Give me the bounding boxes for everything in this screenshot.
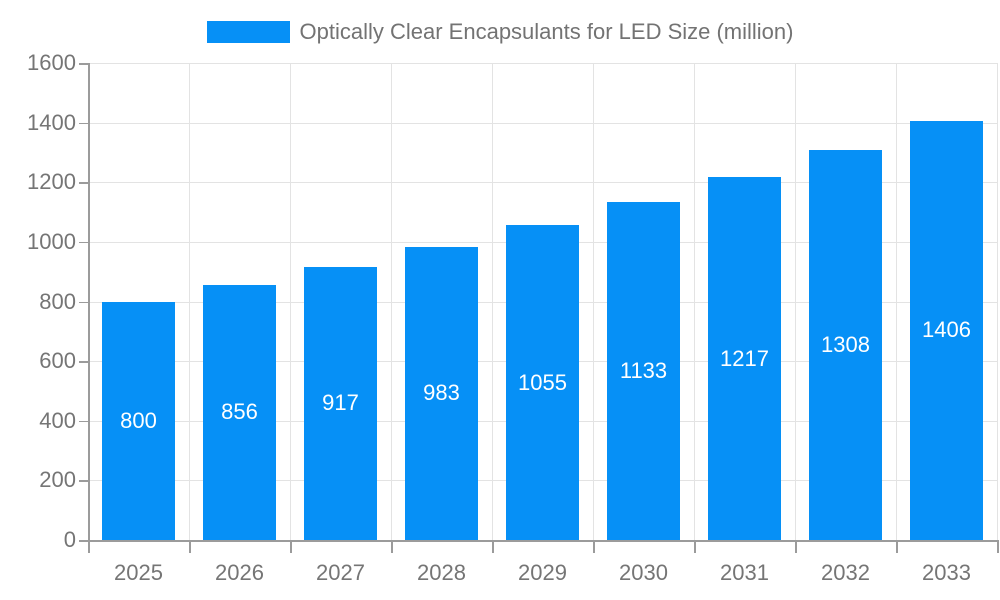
x-axis-tick <box>189 540 191 553</box>
y-axis-tick-label: 1400 <box>27 109 76 135</box>
gridline-vertical <box>795 63 796 540</box>
y-axis-tick-label: 400 <box>39 407 76 433</box>
bar-value-label: 983 <box>423 380 460 406</box>
x-axis-tick-label: 2028 <box>417 560 466 585</box>
y-axis-tick-label: 200 <box>39 467 76 493</box>
bar <box>405 246 478 540</box>
bar <box>708 177 781 540</box>
x-axis-tick <box>795 540 797 553</box>
x-axis-tick <box>391 540 393 553</box>
bar-value-label: 1217 <box>720 345 769 371</box>
bar <box>809 150 882 540</box>
x-axis-tick <box>694 540 696 553</box>
bar <box>910 120 983 540</box>
x-axis-tick <box>997 540 999 553</box>
bar-value-label: 917 <box>322 390 359 416</box>
x-axis-tick <box>290 540 292 553</box>
x-axis-tick <box>492 540 494 553</box>
y-axis-tick <box>79 122 88 125</box>
bar-value-label: 1308 <box>821 332 870 358</box>
x-axis-tick <box>896 540 898 553</box>
y-axis-tick <box>79 540 88 542</box>
y-axis-tick <box>79 241 88 244</box>
legend: Optically Clear Encapsulants for LED Siz… <box>0 18 1000 46</box>
legend-swatch <box>206 21 290 43</box>
gridline-vertical <box>694 63 695 540</box>
bar-value-label: 1133 <box>619 358 668 384</box>
bar <box>304 266 377 540</box>
x-axis-tick-label: 2026 <box>215 560 264 585</box>
y-axis-tick <box>79 63 88 65</box>
legend-label: Optically Clear Encapsulants for LED Siz… <box>299 19 794 44</box>
gridline-vertical <box>290 63 291 540</box>
bar-value-label: 800 <box>120 407 157 433</box>
y-axis-tick <box>79 420 88 423</box>
gridline-horizontal <box>88 182 997 184</box>
x-axis-tick-label: 2032 <box>821 560 870 585</box>
x-axis-tick-label: 2027 <box>316 560 365 585</box>
x-axis-tick-label: 2033 <box>922 560 971 585</box>
x-axis-tick <box>88 540 90 553</box>
y-axis-tick <box>79 480 88 482</box>
gridline-vertical <box>896 63 897 540</box>
gridline-horizontal <box>88 122 997 124</box>
bar-value-label: 1055 <box>518 369 567 395</box>
gridline-horizontal <box>88 63 997 64</box>
x-axis-tick-label: 2031 <box>720 560 769 585</box>
gridline-vertical <box>997 63 998 540</box>
y-axis-tick-label: 600 <box>39 348 76 374</box>
bar <box>102 301 175 540</box>
x-axis-tick-label: 2029 <box>518 560 567 585</box>
gridline-vertical <box>492 63 493 540</box>
y-axis-tick <box>79 361 88 363</box>
x-axis-line <box>88 540 997 542</box>
y-axis-line <box>88 63 90 553</box>
x-axis-tick-label: 2025 <box>114 560 163 585</box>
x-axis-tick-label: 2030 <box>619 560 668 585</box>
x-axis-tick <box>593 540 595 553</box>
y-axis-tick <box>79 301 88 303</box>
bar <box>506 225 579 540</box>
gridline-vertical <box>593 63 594 540</box>
bar <box>607 202 680 540</box>
bar <box>203 284 276 540</box>
y-axis-tick <box>79 182 88 184</box>
gridline-vertical <box>189 63 190 540</box>
gridline-vertical <box>391 63 392 540</box>
y-axis-tick-label: 1200 <box>27 169 76 195</box>
bar-value-label: 856 <box>221 399 258 425</box>
bar-value-label: 1406 <box>922 317 971 343</box>
y-axis-tick-label: 1000 <box>27 228 76 254</box>
y-axis-tick-label: 800 <box>39 288 76 314</box>
y-axis-tick-label: 1600 <box>27 50 76 75</box>
y-axis-tick-label: 0 <box>63 527 76 552</box>
